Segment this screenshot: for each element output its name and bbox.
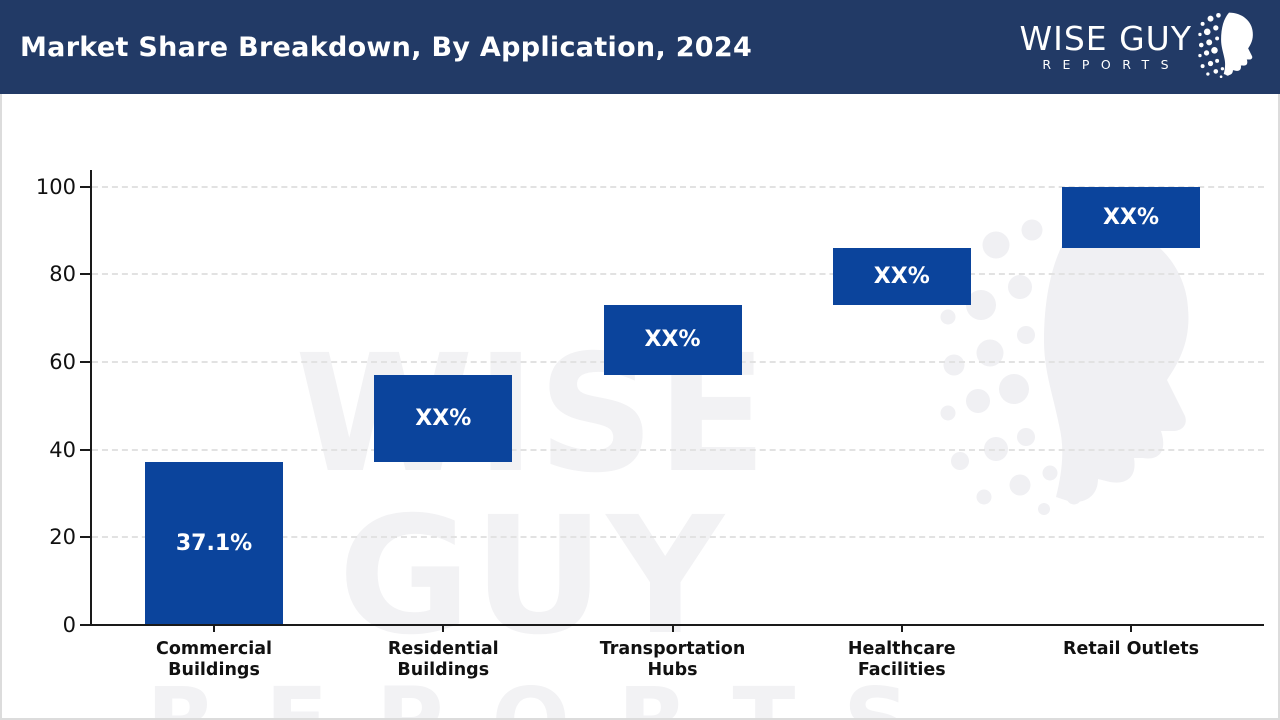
x-tick-label-line: Residential [387, 639, 499, 659]
y-axis-spine [90, 170, 92, 625]
x-tick-label: Residential Buildings [327, 639, 559, 681]
x-tick-label: Healthcare Facilities [786, 639, 1018, 681]
x-tick-label-line: Commercial [156, 639, 273, 659]
watermark-head-icon [940, 218, 1189, 515]
y-tick [80, 361, 90, 364]
bar-transportation-hubs: XX% [603, 304, 742, 375]
bar-retail-outlets: XX% [1062, 186, 1201, 248]
y-tick-label: 100 [35, 174, 76, 199]
y-tick [80, 624, 90, 626]
x-axis-spine [90, 624, 1264, 626]
x-tick-label-line: Buildings [168, 660, 260, 680]
x-tick-label-line: Hubs [647, 660, 698, 680]
header: Market Share Breakdown, By Application, … [0, 0, 1280, 94]
y-tick-label: 40 [49, 437, 76, 462]
y-gridline [92, 536, 1264, 539]
y-tick [80, 273, 90, 276]
logo-head-icon [1198, 12, 1253, 79]
brand-logo: WISE GUY REPORTS [1019, 9, 1262, 85]
y-tick-label: 80 [49, 262, 76, 287]
x-tick-label: Retail Outlets [1015, 639, 1247, 660]
x-tick-label-line: Retail Outlets [1063, 639, 1199, 659]
page-title: Market Share Breakdown, By Application, … [20, 31, 753, 63]
x-tick [671, 625, 674, 632]
x-tick [213, 625, 216, 632]
y-gridline [92, 185, 1264, 188]
x-tick-label-line: Facilities [857, 660, 946, 680]
x-tick-label: Transportation Hubs [557, 639, 789, 681]
y-tick [80, 185, 90, 188]
bar-healthcare-facilities: XX% [832, 247, 971, 305]
x-tick [1130, 625, 1133, 632]
bar-commercial-buildings: 37.1% [145, 462, 284, 625]
y-gridline [92, 448, 1264, 451]
x-tick [900, 625, 903, 632]
y-tick-label: 0 [62, 613, 76, 637]
y-tick [80, 536, 90, 539]
x-tick-label-line: Buildings [397, 660, 490, 680]
bar-value-label: XX% [1103, 204, 1159, 230]
bar-value-label: XX% [415, 406, 472, 432]
x-tick-label-line: Transportation [599, 639, 746, 659]
y-tick-label: 60 [49, 350, 76, 375]
y-tick-label: 20 [49, 525, 76, 550]
bar-residential-buildings: XX% [374, 374, 513, 463]
logo-wordmark: WISE GUY [1019, 19, 1192, 59]
bar-value-label: 37.1% [175, 531, 253, 557]
bar-value-label: XX% [873, 263, 930, 289]
logo-subtitle: REPORTS [1042, 57, 1181, 73]
x-tick-label-line: Healthcare [847, 639, 956, 659]
chart-area: WISE GUY REPORTS 02040608010037.1%Commer… [0, 94, 1280, 720]
x-tick-label: Commercial Buildings [98, 639, 330, 681]
x-tick [442, 625, 445, 632]
y-tick [80, 448, 90, 451]
bar-value-label: XX% [644, 327, 701, 353]
y-gridline [92, 273, 1264, 276]
